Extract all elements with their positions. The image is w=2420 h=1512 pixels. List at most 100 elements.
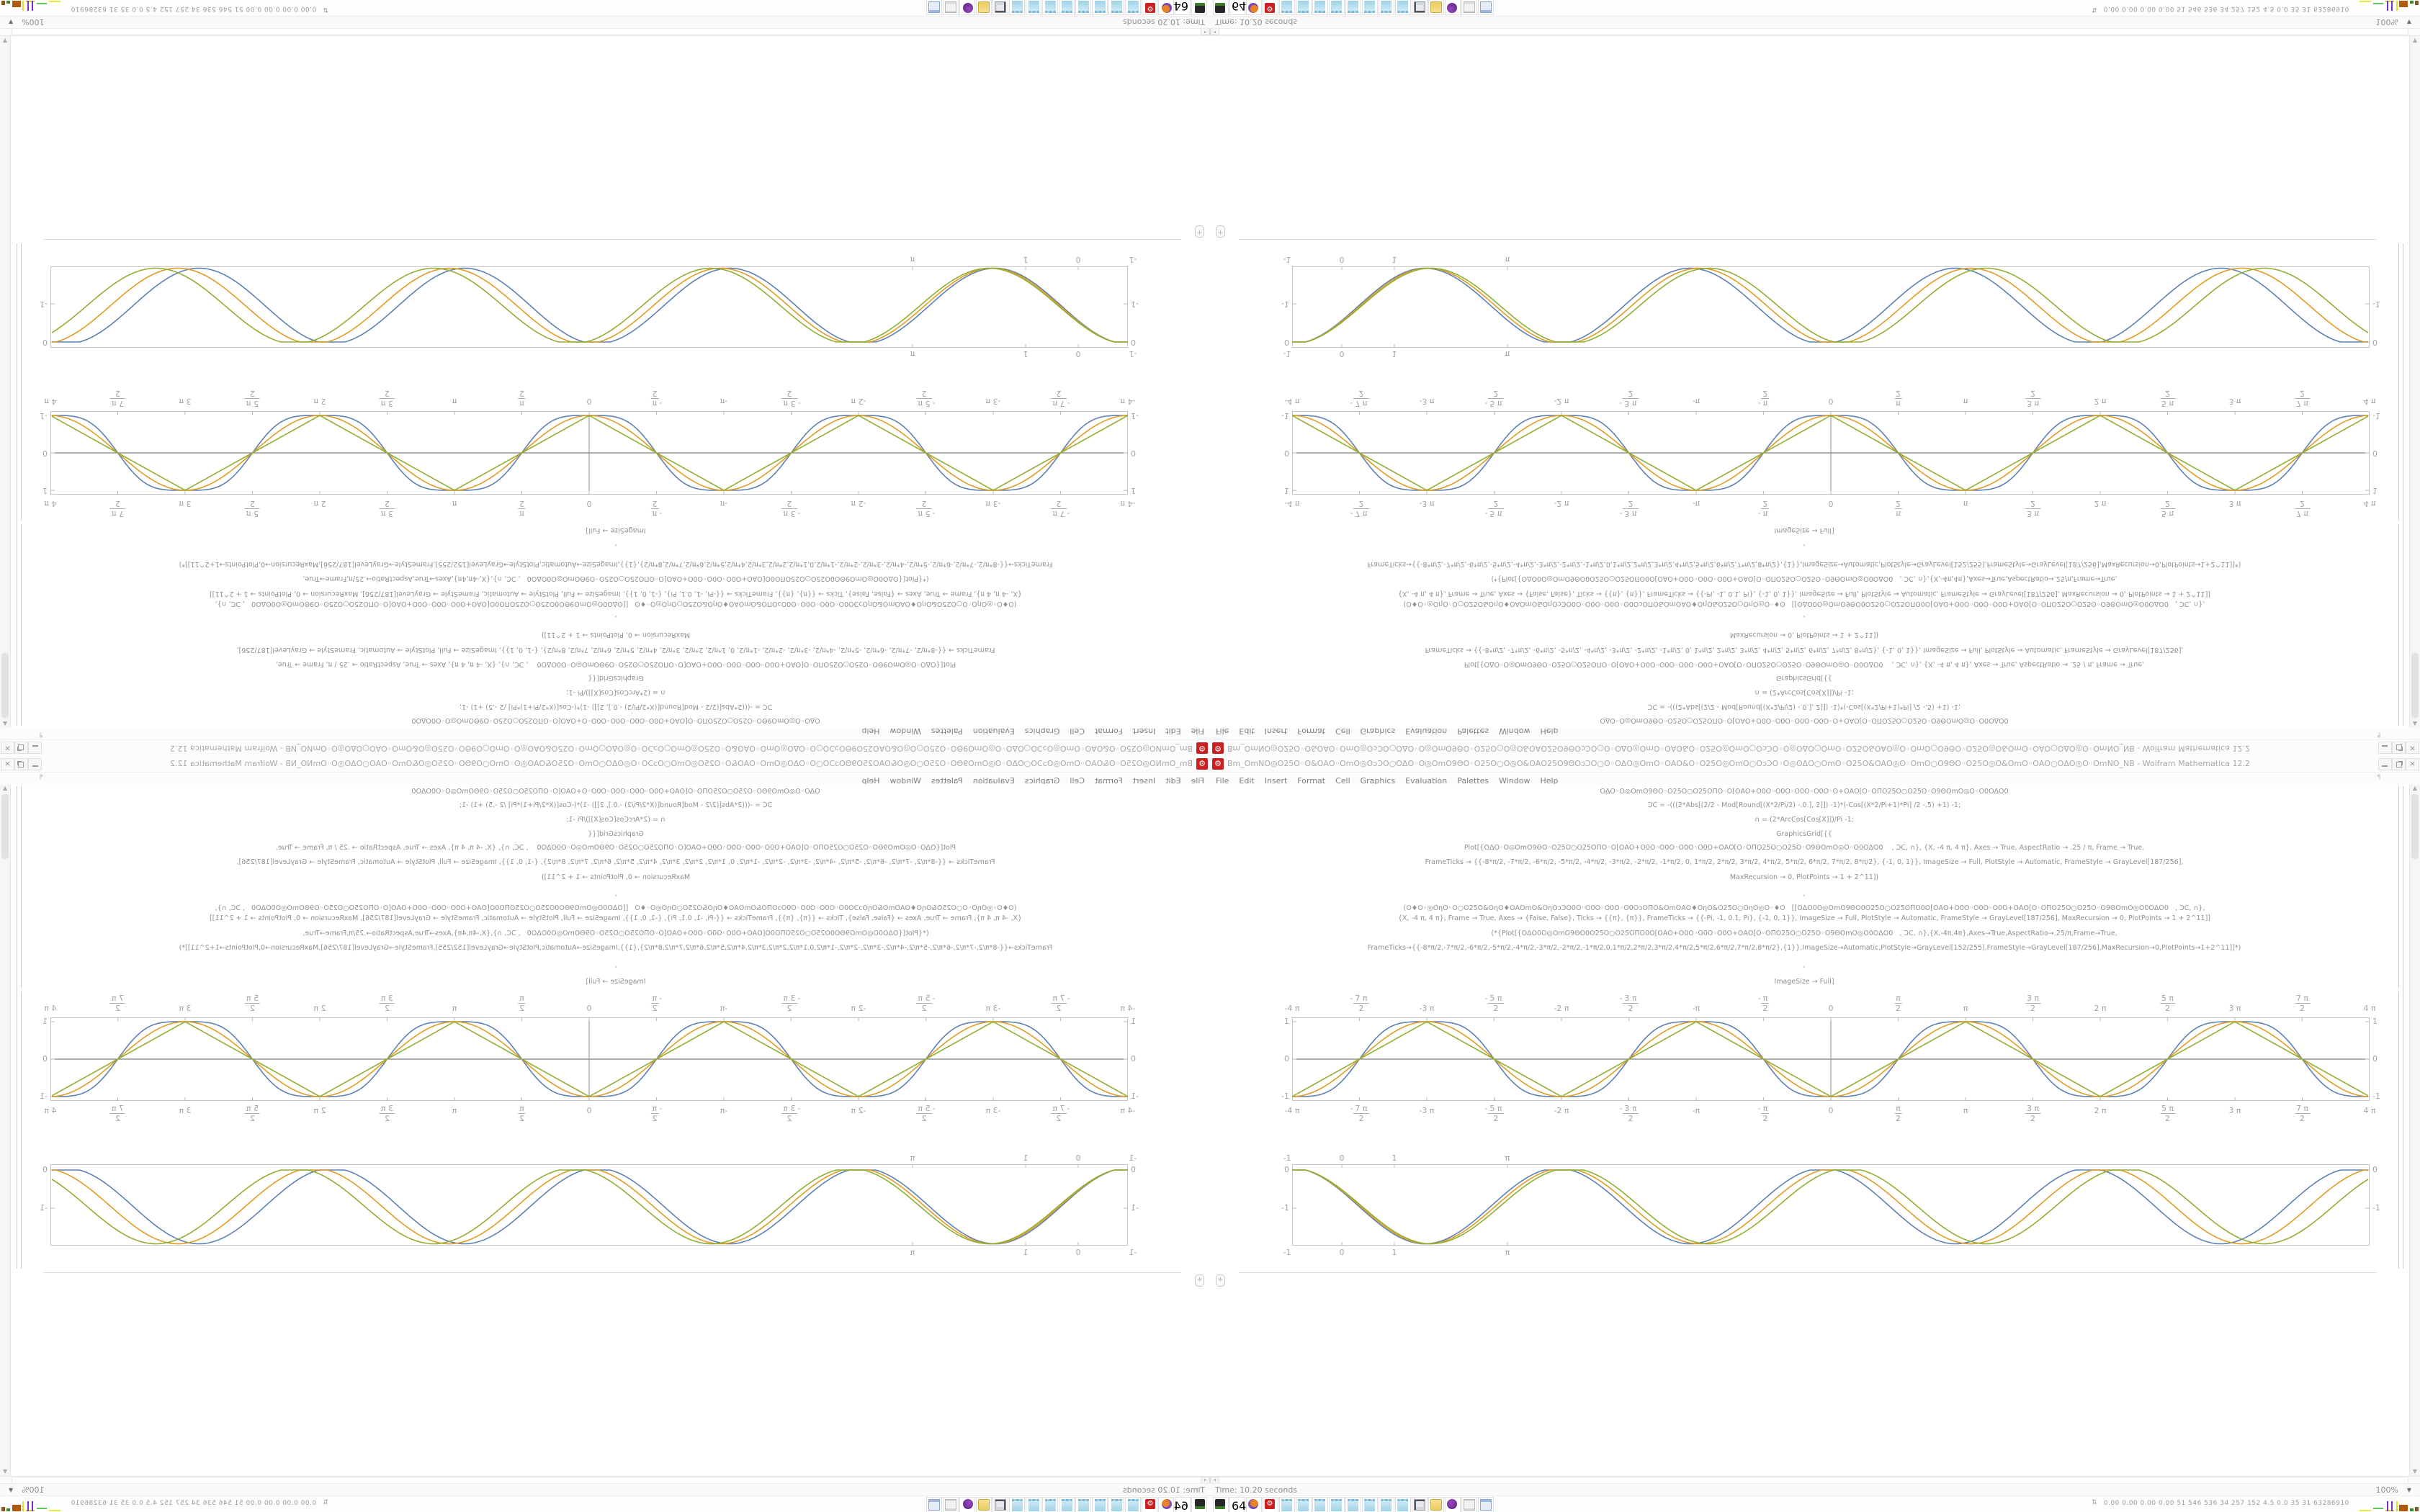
cell-bracket-output[interactable] — [21, 243, 22, 521]
taskbar-button-notepad[interactable] — [1059, 0, 1075, 15]
taskbar-button-mathematica[interactable]: ⚙ — [1263, 0, 1278, 15]
taskbar-button-notepad[interactable] — [1279, 1497, 1295, 1512]
cell-bracket-output[interactable] — [21, 991, 22, 1269]
magnification-dropdown[interactable]: 100% — [22, 1485, 45, 1495]
taskbar-button-document-viewer[interactable] — [943, 1497, 959, 1512]
taskbar-button-notepad[interactable] — [1329, 0, 1345, 15]
menu-item-file[interactable]: File — [1216, 776, 1229, 786]
scroll-up-icon[interactable]: ▲ — [2412, 785, 2418, 791]
vertical-scrollbar[interactable]: ▲ ▼ — [2409, 784, 2420, 1476]
menu-item-cell[interactable]: Cell — [1335, 776, 1350, 786]
taskbar-button-floppy-disk[interactable]: 64 — [1229, 1497, 1246, 1512]
window-titlebar[interactable]: ⚙ Βm_ΟmΝΟ◎Ο25Ο◦Ο&ΟΑΟ◦ΟmΟ◎ΟɔƆΟ○ΟΔΟ◦Ο◎ΟmΟ9… — [0, 756, 1210, 773]
horizontal-scrollbar-track[interactable] — [12, 28, 1201, 35]
taskbar-button-folder[interactable] — [1428, 0, 1444, 15]
taskbar-button-notepad[interactable] — [1395, 0, 1411, 15]
restore-button[interactable] — [2392, 758, 2406, 770]
taskbar-button-notepad[interactable] — [1362, 0, 1378, 15]
taskbar-button-computer-monitor[interactable] — [992, 1497, 1008, 1512]
taskbar-button-firefox[interactable] — [1158, 0, 1174, 15]
taskbar-button-mathematica[interactable]: ⚙ — [1142, 1497, 1157, 1512]
notebook-content[interactable]: ΟΔΟ◦Ο◎ΟmΟ9ΘΟ◦Ο25Ο○Ο25ΟΠΟ◦Ο[ΟΑΟ+Ο0Ο◦Ο0Ο◦Ο… — [1210, 784, 2420, 1476]
taskbar-button-computer-monitor[interactable] — [1412, 0, 1428, 15]
taskbar-button-notepad[interactable] — [1108, 0, 1124, 15]
taskbar-button-floppy-disk[interactable]: 64 — [1229, 0, 1246, 15]
vertical-scrollbar-thumb[interactable] — [2411, 653, 2419, 718]
horizontal-scrollbar[interactable]: ◂ — [1210, 27, 2420, 36]
cell-insert-button[interactable]: + — [1216, 1274, 1225, 1287]
taskbar-button-floppy-disk[interactable]: 64 — [1174, 1497, 1191, 1512]
taskbar-button-terminal[interactable] — [1213, 0, 1229, 15]
taskbar-button-firefox[interactable] — [1246, 0, 1262, 15]
horizontal-scrollbar[interactable]: ◂ — [0, 27, 1210, 36]
cell-bracket-code[interactable] — [21, 524, 22, 726]
cell-bracket-code[interactable] — [21, 786, 22, 988]
cell-insert-button[interactable]: + — [1195, 1274, 1204, 1287]
chevron-down-icon[interactable]: ▼ — [2406, 1487, 2411, 1493]
menu-item-format[interactable]: Format — [1297, 776, 1326, 786]
taskbar-button-document-viewer[interactable] — [1461, 0, 1477, 15]
scroll-up-icon[interactable]: ▲ — [2, 785, 8, 791]
cell-bracket-code[interactable] — [2398, 524, 2399, 726]
menu-item-edit[interactable]: Edit — [1239, 776, 1255, 786]
taskbar-button-notepad[interactable] — [1092, 1497, 1108, 1512]
close-button[interactable]: × — [2406, 758, 2419, 770]
taskbar-button-firefox[interactable] — [1158, 1497, 1174, 1512]
taskbar-button-notepad[interactable] — [1026, 0, 1041, 15]
taskbar-button-notepad[interactable] — [1092, 0, 1108, 15]
taskbar-button-notepad[interactable] — [1279, 0, 1295, 15]
taskbar-button-notepad[interactable] — [1296, 1497, 1312, 1512]
taskbar-button-notepad[interactable] — [1042, 1497, 1058, 1512]
cell-insert-button[interactable]: + — [1195, 225, 1204, 238]
taskbar-button-notepad[interactable] — [1379, 1497, 1394, 1512]
taskbar-button-floppy-disk[interactable]: 64 — [1174, 0, 1191, 15]
taskbar-button-folder[interactable] — [976, 1497, 992, 1512]
chevron-down-icon[interactable]: ▼ — [9, 19, 14, 25]
scroll-up-icon[interactable]: ▲ — [2, 721, 8, 727]
window-titlebar[interactable]: ⚙ Βm_ΟmΝΟ◎Ο25Ο◦Ο&ΟΑΟ◦ΟmΟ◎ΟɔƆΟ○ΟΔΟ◦Ο◎ΟmΟ9… — [1210, 739, 2420, 756]
chevron-down-icon[interactable]: ▼ — [9, 1487, 14, 1493]
taskbar-button-notepad[interactable] — [1075, 0, 1091, 15]
minimize-button[interactable] — [28, 742, 42, 754]
taskbar-button-media-player[interactable] — [1445, 0, 1461, 15]
taskbar-button-notepad[interactable] — [1125, 0, 1141, 15]
horizontal-scrollbar[interactable]: ◂ — [0, 1476, 1210, 1485]
scroll-down-icon[interactable]: ▼ — [2, 1468, 8, 1475]
minimize-button[interactable] — [2378, 742, 2392, 754]
menu-item-graphics[interactable]: Graphics — [1360, 776, 1396, 786]
taskbar-button-computer-monitor[interactable] — [992, 0, 1008, 15]
magnification-dropdown[interactable]: 100% — [22, 17, 45, 27]
restore-button[interactable] — [14, 758, 28, 770]
taskbar-button-folder[interactable] — [976, 0, 992, 15]
taskbar-button-notepad[interactable] — [1059, 1497, 1075, 1512]
taskbar-button-window-manager[interactable] — [926, 0, 942, 15]
minimize-button[interactable] — [2378, 758, 2392, 770]
menu-item-evaluation[interactable]: Evaluation — [1405, 776, 1448, 786]
taskbar-button-firefox[interactable] — [1246, 1497, 1262, 1512]
vertical-scrollbar-thumb[interactable] — [1, 653, 9, 718]
cell-bracket-output[interactable] — [2398, 991, 2399, 1269]
scroll-down-icon[interactable]: ▼ — [2412, 37, 2418, 44]
taskbar-button-notepad[interactable] — [1026, 1497, 1041, 1512]
taskbar-button-notepad[interactable] — [1075, 1497, 1091, 1512]
taskbar-button-notepad[interactable] — [1395, 1497, 1411, 1512]
taskbar-button-mathematica[interactable]: ⚙ — [1263, 1497, 1278, 1512]
taskbar-button-media-player[interactable] — [959, 1497, 975, 1512]
taskbar-button-folder[interactable] — [1428, 1497, 1444, 1512]
magnification-dropdown[interactable]: 100% — [2375, 17, 2398, 27]
vertical-scrollbar[interactable]: ▲ ▼ — [2409, 36, 2420, 728]
cell-bracket-code[interactable] — [2398, 786, 2399, 988]
magnification-dropdown[interactable]: 100% — [2375, 1485, 2398, 1495]
menu-item-insert[interactable]: Insert — [1264, 776, 1288, 786]
scroll-up-icon[interactable]: ▲ — [2412, 721, 2418, 727]
taskbar-button-notepad[interactable] — [1009, 1497, 1025, 1512]
close-button[interactable]: × — [1, 758, 14, 770]
window-titlebar[interactable]: ⚙ Βm_ΟmΝΟ◎Ο25Ο◦Ο&ΟΑΟ◦ΟmΟ◎ΟɔƆΟ○ΟΔΟ◦Ο◎ΟmΟ9… — [1210, 756, 2420, 773]
taskbar-button-notepad[interactable] — [1379, 0, 1394, 15]
taskbar-button-document-viewer[interactable] — [1461, 1497, 1477, 1512]
notebook-content[interactable]: ΟΔΟ◦Ο◎ΟmΟ9ΘΟ◦Ο25Ο○Ο25ΟΠΟ◦Ο[ΟΑΟ+Ο0Ο◦Ο0Ο◦Ο… — [1210, 36, 2420, 728]
taskbar-button-window-manager[interactable] — [1478, 1497, 1494, 1512]
taskbar-button-notepad[interactable] — [1296, 0, 1312, 15]
taskbar-button-document-viewer[interactable] — [943, 0, 959, 15]
taskbar-button-media-player[interactable] — [1445, 1497, 1461, 1512]
